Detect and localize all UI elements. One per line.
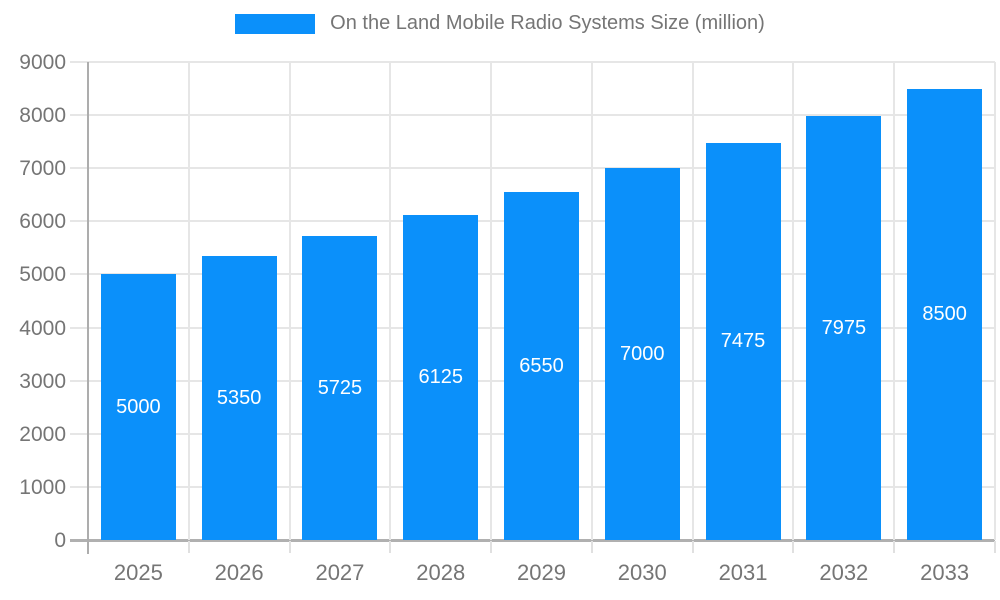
bar-value-label: 6550 <box>519 355 564 378</box>
x-axis-tick <box>389 541 392 553</box>
x-axis-tick-label: 2025 <box>113 560 163 585</box>
x-axis-tick <box>187 541 190 553</box>
x-gridline <box>893 62 896 540</box>
y-axis-tick-label: 3000 <box>19 369 66 393</box>
x-gridline <box>792 62 795 540</box>
x-axis-tick-label: 2031 <box>718 560 768 585</box>
x-axis-tick <box>691 541 694 553</box>
x-axis-tick-label: 2026 <box>214 560 264 585</box>
bar[interactable]: 5725 <box>302 235 378 540</box>
x-gridline <box>187 62 190 540</box>
y-axis-tick-label: 9000 <box>19 51 66 74</box>
bar[interactable]: 7000 <box>604 168 680 540</box>
x-axis-tick-label: 2030 <box>617 560 667 585</box>
x-axis-tick-label: 2029 <box>517 560 566 585</box>
y-axis-tick-label: 5000 <box>19 263 66 287</box>
bar[interactable]: 6125 <box>403 214 479 540</box>
bar-value-label: 7975 <box>821 317 867 340</box>
x-axis-tick <box>288 541 291 553</box>
bar[interactable]: 5350 <box>201 255 277 540</box>
y-gridline <box>70 114 995 117</box>
y-gridline <box>70 61 995 63</box>
y-axis-tick-label: 0 <box>54 529 66 552</box>
bar-value-label: 5350 <box>216 386 262 409</box>
bar-value-label: 8500 <box>922 303 967 326</box>
bar[interactable]: 7475 <box>705 142 781 540</box>
y-axis-tick-label: 6000 <box>19 210 66 234</box>
bar-value-label: 7000 <box>620 343 665 366</box>
x-axis-tick <box>590 541 593 553</box>
x-gridline <box>691 62 694 540</box>
x-axis-tick-label: 2032 <box>819 560 869 585</box>
y-axis-tick-label: 2000 <box>19 422 66 446</box>
x-gridline <box>590 62 593 540</box>
bar-value-label: 6125 <box>418 366 463 389</box>
y-axis-tick-label: 1000 <box>19 475 66 499</box>
bar[interactable]: 7975 <box>806 116 882 540</box>
x-axis-tick-label: 2027 <box>315 560 365 585</box>
bar-value-label: 7475 <box>720 330 766 353</box>
x-axis-tick <box>792 541 795 553</box>
y-axis-tick-label: 7000 <box>19 157 66 181</box>
x-axis-tick-label: 2028 <box>416 560 466 585</box>
legend-swatch[interactable] <box>235 13 316 34</box>
x-axis-tick-label: 2033 <box>920 560 970 585</box>
bar-value-label: 5725 <box>317 376 363 399</box>
bar[interactable]: 5000 <box>100 274 176 540</box>
x-gridline <box>994 62 996 540</box>
x-axis-tick <box>490 541 493 553</box>
bar-value-label: 5000 <box>116 396 161 419</box>
x-gridline <box>288 62 291 540</box>
bar[interactable]: 8500 <box>907 88 983 540</box>
bar[interactable]: 6550 <box>504 192 579 540</box>
x-axis-tick <box>893 541 896 553</box>
y-axis-tick-label: 8000 <box>19 104 66 128</box>
x-axis-baseline <box>70 538 995 542</box>
chart-legend[interactable]: On the Land Mobile Radio Systems Size (m… <box>0 12 1000 35</box>
legend-label[interactable]: On the Land Mobile Radio Systems Size (m… <box>330 12 765 34</box>
x-axis-tick <box>994 541 996 553</box>
y-gridline <box>70 167 995 170</box>
x-gridline <box>490 62 493 540</box>
x-gridline <box>389 62 392 540</box>
y-axis-line <box>87 62 89 554</box>
y-axis-tick-label: 4000 <box>19 316 66 340</box>
